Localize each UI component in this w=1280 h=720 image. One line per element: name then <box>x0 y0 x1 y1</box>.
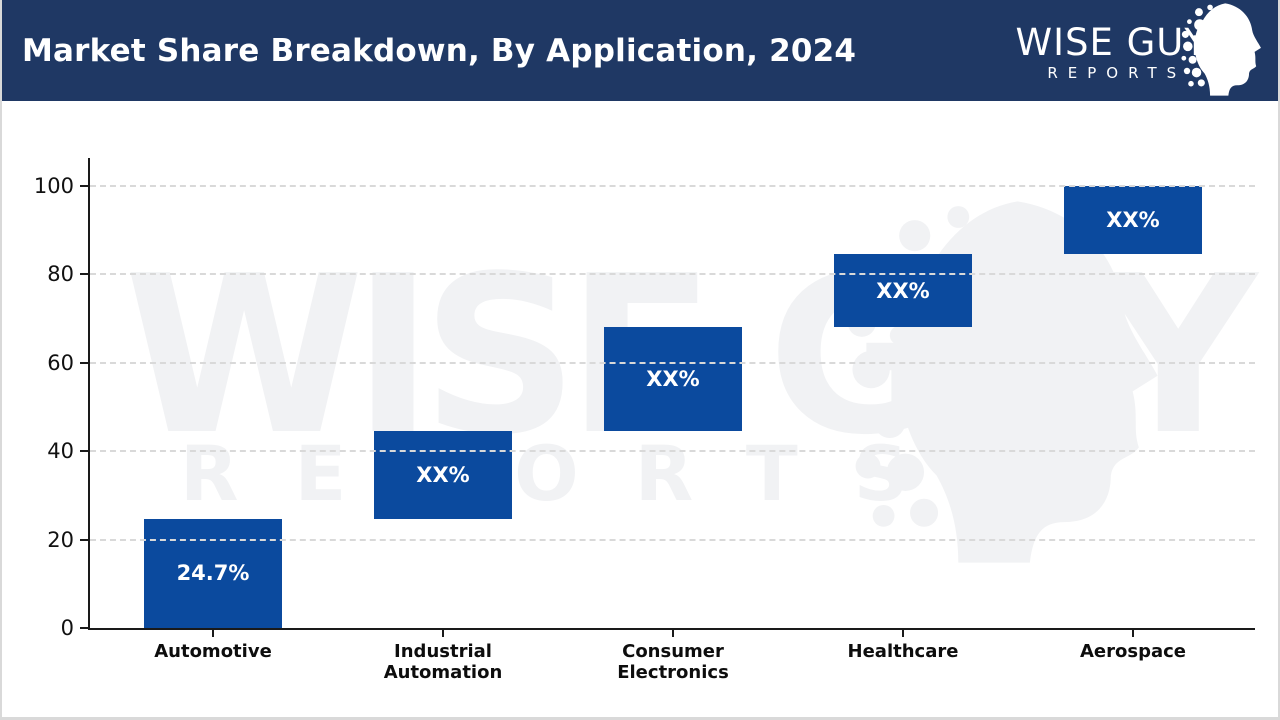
y-axis-label-100: 100 <box>33 173 74 198</box>
gridline-y60 <box>90 361 1255 364</box>
logo-head-icon <box>1181 3 1261 96</box>
x-axis-label-healthcare: Healthcare <box>847 641 959 662</box>
y-axis-label-80: 80 <box>47 262 74 286</box>
x-tick-automotive <box>212 628 214 637</box>
logo-subtitle: REPORTS <box>1047 64 1187 82</box>
x-axis-label-industrial-automation: Industrial Automation <box>383 641 503 683</box>
y-tick-100 <box>80 184 90 187</box>
bar-automotive <box>144 518 282 628</box>
gridline-y80 <box>90 273 1255 275</box>
chart-plot-area: 24.7% Automotive XX% Industrial Automation XX… <box>2 101 1278 717</box>
y-axis-label-20: 20 <box>47 527 74 552</box>
y-axis-label-0: 0 <box>60 616 74 640</box>
gridline-y40 <box>90 450 1255 452</box>
y-tick-80 <box>80 273 90 275</box>
y-axis-label-40: 40 <box>47 439 74 463</box>
x-axis-label-aerospace: Aerospace <box>1079 641 1186 662</box>
x-tick-aerospace <box>1132 628 1134 637</box>
y-tick-20 <box>80 538 90 541</box>
bar-value-label-aerospace: XX% <box>1106 207 1160 232</box>
y-tick-60 <box>80 361 90 364</box>
wise-guy-logo: WISE GUY REPORTS <box>1016 3 1266 98</box>
y-axis-label-60: 60 <box>47 350 74 375</box>
x-tick-consumer-electronics <box>672 628 674 637</box>
bar-consumer-electronics <box>604 327 742 432</box>
y-tick-0 <box>80 627 90 629</box>
x-axis-line <box>90 628 1255 630</box>
bar-industrial-automation <box>374 431 512 519</box>
bar-value-label-healthcare: XX% <box>876 278 930 303</box>
gridline-y20 <box>90 538 1255 541</box>
y-tick-40 <box>80 450 90 452</box>
y-axis-line <box>88 158 90 630</box>
logo-wordmark: WISE GUY <box>1015 21 1208 64</box>
logo-text: WISE GUY REPORTS <box>1016 24 1208 81</box>
x-tick-healthcare <box>902 628 904 637</box>
page-title: Market Share Breakdown, By Application, … <box>22 32 857 69</box>
bar-value-label-industrial-automation: XX% <box>416 462 470 487</box>
x-axis-label-consumer-electronics: Consumer Electronics <box>617 641 729 683</box>
gridline-y100 <box>90 184 1255 187</box>
x-axis-label-automotive: Automotive <box>154 641 272 662</box>
bar-value-label-consumer-electronics: XX% <box>646 367 700 392</box>
x-tick-industrial-automation <box>442 628 444 637</box>
bar-value-label-automotive: 24.7% <box>176 561 250 586</box>
header-bar: Market Share Breakdown, By Application, … <box>2 0 1278 101</box>
